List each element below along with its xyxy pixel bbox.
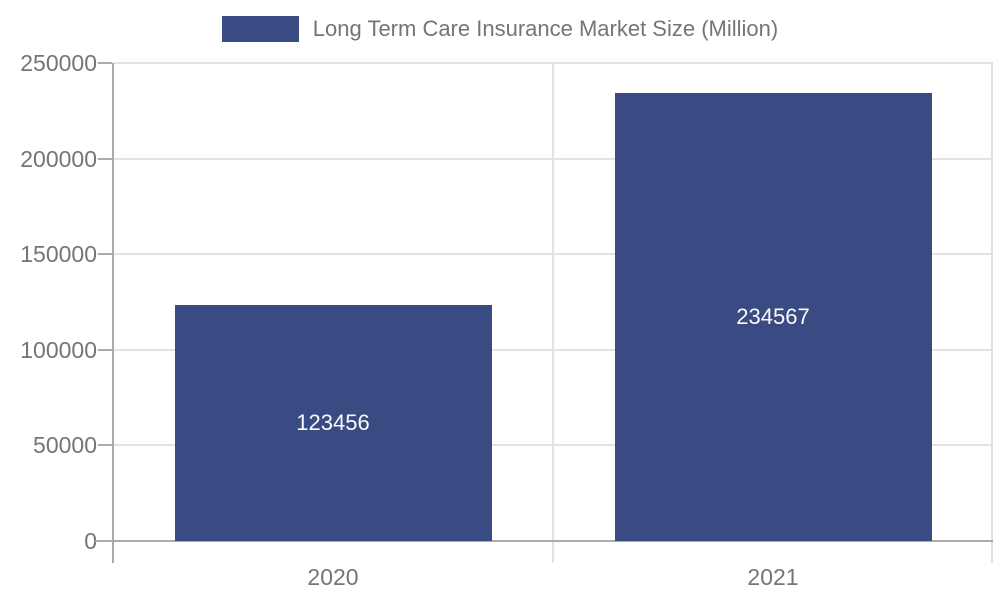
y-tick-label: 100000 <box>20 336 97 363</box>
legend-swatch <box>221 16 299 42</box>
y-axis-tick <box>98 253 112 256</box>
y-axis-tick <box>98 444 112 447</box>
bar-value-label: 123456 <box>296 409 370 435</box>
x-tick-label: 2020 <box>307 564 359 590</box>
y-axis-tick <box>98 348 112 351</box>
bar-value-label: 234567 <box>736 303 810 329</box>
y-tick-label: 250000 <box>20 50 97 76</box>
chart-title: Long Term Care Insurance Market Size (Mi… <box>312 16 779 41</box>
x-tick-label: 2021 <box>747 564 799 590</box>
y-tick-label: 0 <box>84 528 97 554</box>
category-divider-line <box>552 63 554 563</box>
y-axis-tick <box>98 62 112 64</box>
y-tick-label: 150000 <box>20 241 97 268</box>
x-axis-line <box>95 540 993 542</box>
y-axis-line <box>112 63 114 563</box>
legend[interactable]: Long Term Care Insurance Market Size (Mi… <box>0 16 1000 42</box>
plot-area: 0 50000 100000 150000 200000 250000 123456 2020… <box>20 50 993 590</box>
y-axis-tick <box>98 157 112 160</box>
y-tick-label: 50000 <box>33 432 97 459</box>
plot-right-border <box>991 63 993 563</box>
bar-2020 <box>174 304 492 541</box>
y-tick-label: 200000 <box>20 145 97 172</box>
bar-2021 <box>614 92 932 541</box>
